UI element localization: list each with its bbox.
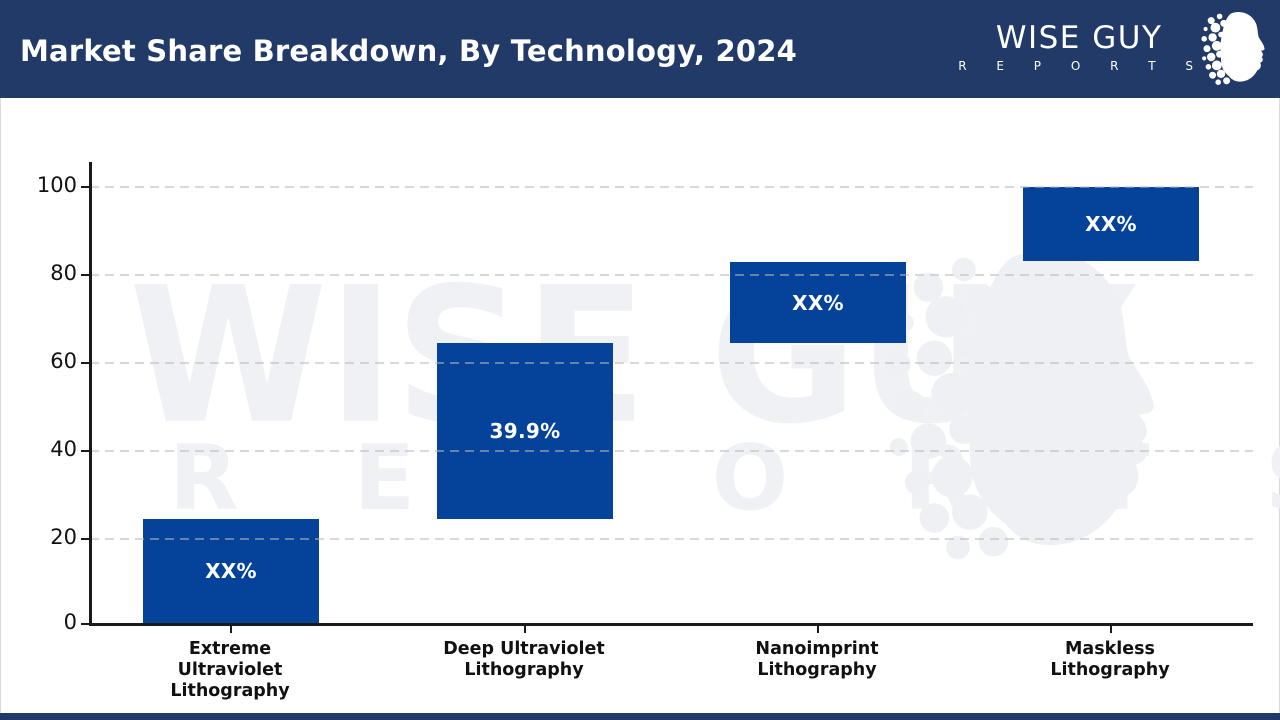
- brand-name: WISE GUY: [995, 20, 1163, 56]
- bar-extreme-ultraviolet-lithography: XX%: [143, 519, 319, 623]
- y-tickmark-0: [81, 623, 90, 625]
- x-category-label: Deep Ultraviolet Lithography: [443, 639, 605, 680]
- y-tick-label: 0: [63, 610, 77, 634]
- header-band: Market Share Breakdown, By Technology, 2…: [0, 0, 1280, 98]
- x-tickmark-1: [230, 625, 232, 633]
- brand-logo-text: WISE GUY R E P O R T S: [952, 20, 1206, 73]
- watermark-head-profile-dots-icon: [887, 250, 1154, 560]
- x-tickmark-4: [1110, 625, 1112, 633]
- gridline-100: [90, 186, 1253, 188]
- x-tickmark-3: [817, 625, 819, 633]
- gridline-40: [90, 450, 1253, 452]
- gridline-80: [90, 274, 1253, 276]
- brand-subname: R E P O R T S: [958, 59, 1206, 73]
- bar-value-label: XX%: [792, 290, 844, 315]
- bar-deep-ultraviolet-lithography: 39.9%: [437, 343, 613, 519]
- bar-value-label: XX%: [1085, 212, 1137, 236]
- bar-value-label: 39.9%: [489, 419, 561, 443]
- y-axis-spine: [89, 162, 92, 625]
- x-category-label: Maskless Lithography: [1050, 639, 1170, 680]
- y-tick-label: 100: [36, 173, 77, 197]
- chart-canvas: WISE GUY R E P O R T S: [0, 98, 1280, 713]
- bar-value-label: XX%: [205, 559, 257, 583]
- y-tickmark-100: [81, 186, 90, 188]
- bar-maskless-lithography: XX%: [1023, 187, 1199, 261]
- x-category-label: Extreme Ultraviolet Lithography: [170, 639, 290, 701]
- brand-logo: WISE GUY R E P O R T S: [958, 4, 1272, 96]
- head-profile-dots-icon: [1201, 11, 1265, 85]
- y-tickmark-60: [81, 362, 90, 364]
- gridline-20: [90, 538, 1253, 540]
- x-category-label: Nanoimprint Lithography: [755, 639, 879, 680]
- y-tickmark-20: [81, 538, 90, 540]
- plot-area: 100 80 60 40 20 0 XX% 39.9% XX% XX%: [1, 98, 1280, 713]
- footer-band: [0, 713, 1280, 720]
- y-tick-label: 20: [50, 525, 77, 549]
- y-tickmark-80: [81, 274, 90, 276]
- y-tick-label: 80: [50, 261, 77, 285]
- y-tick-label: 40: [50, 437, 77, 461]
- gridline-60: [90, 362, 1253, 364]
- x-tickmark-2: [524, 625, 526, 633]
- y-tickmark-40: [81, 450, 90, 452]
- x-axis-spine: [89, 623, 1253, 626]
- page-title: Market Share Breakdown, By Technology, 2…: [20, 34, 798, 68]
- y-tick-label: 60: [50, 349, 77, 373]
